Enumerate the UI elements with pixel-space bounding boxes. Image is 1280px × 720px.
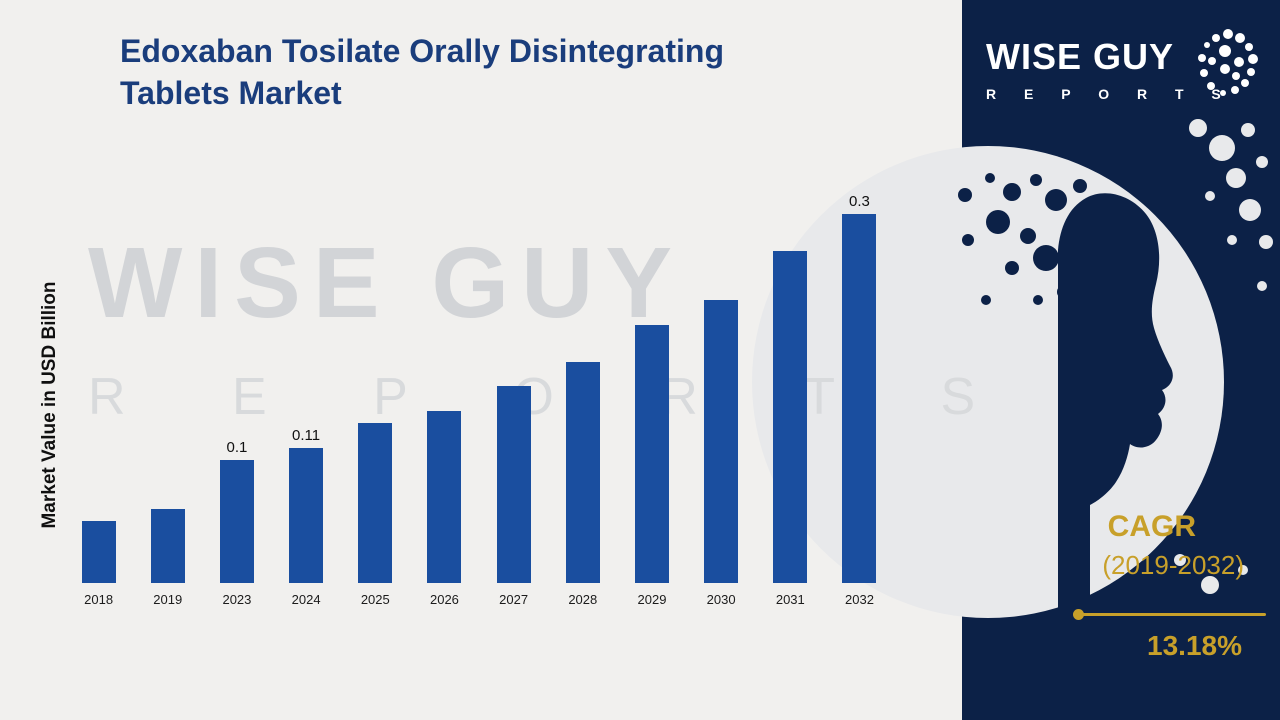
x-tick-label: 2025 <box>360 592 390 607</box>
gold-dot <box>1073 609 1084 620</box>
bar-2025 <box>358 423 393 583</box>
cagr-period: (2019-2032) <box>1102 550 1244 580</box>
cagr-label: CAGR <box>1107 510 1196 543</box>
bar-column-2019: 2019 <box>133 182 202 607</box>
gold-divider-line <box>1073 609 1266 620</box>
bar-2023 <box>219 460 254 583</box>
x-tick-label: 2028 <box>568 592 598 607</box>
x-tick-label: 2019 <box>153 592 183 607</box>
bar-column-2031: 2031 <box>756 182 825 607</box>
bar-value-label: 0.3 <box>849 193 870 210</box>
x-tick-label: 2032 <box>845 592 874 607</box>
bar-2032 <box>842 214 877 583</box>
bar-2026 <box>427 411 462 583</box>
x-tick-label: 2027 <box>499 592 529 607</box>
watermark-line1: WISE GUY <box>88 227 685 339</box>
bar-column-2018: 2018 <box>64 182 133 607</box>
bar-2031 <box>773 251 808 583</box>
brand-logo: WISE GUY R E P O R T S <box>986 36 1233 102</box>
cagr-value: 13.18% <box>1147 630 1242 661</box>
bar-2024 <box>289 448 324 583</box>
sidebar: WISE GUY R E P O R T S CAGR (2019-2032) … <box>962 0 1280 720</box>
bar-2028 <box>565 362 600 583</box>
logo-face-icon <box>1198 29 1258 96</box>
x-tick-label: 2023 <box>222 592 252 607</box>
page-title: Edoxaban Tosilate Orally Disintegrating … <box>120 33 724 112</box>
bar-column-2032: 0.3 2032 <box>825 182 894 607</box>
bar-2019 <box>150 509 185 583</box>
x-tick-label: 2031 <box>775 592 805 607</box>
x-tick-label: 2030 <box>706 592 736 607</box>
x-tick-label: 2018 <box>84 592 114 607</box>
logo-wordmark: WISE GUY <box>986 36 1175 77</box>
bar-value-label: 0.11 <box>292 427 321 444</box>
bar-2030 <box>704 300 739 583</box>
bar-2018 <box>81 521 116 583</box>
main-area: Edoxaban Tosilate Orally Disintegrating … <box>39 33 975 607</box>
bar-2027 <box>496 386 531 583</box>
x-tick-label: 2024 <box>291 592 321 607</box>
bar-chart: 2018 2019 0.1 2023 0.11 2024 2025 2026 2027 2028 2… <box>64 182 894 607</box>
bar-column-2028: 2028 <box>548 182 617 607</box>
bar-value-label: 0.1 <box>226 439 248 456</box>
x-tick-label: 2029 <box>637 592 667 607</box>
logo-subtitle: R E P O R T S <box>986 86 1233 102</box>
bar-column-2023: 0.1 2023 <box>202 182 271 607</box>
bar-column-2030: 2030 <box>687 182 756 607</box>
bar-column-2029: 2029 <box>617 182 686 607</box>
x-tick-label: 2026 <box>429 592 459 607</box>
bar-2029 <box>634 325 669 583</box>
bar-column-2024: 0.11 2024 <box>272 182 341 607</box>
bar-column-2027: 2027 <box>479 182 548 607</box>
bar-column-2026: 2026 <box>410 182 479 607</box>
y-axis-label: Market Value in USD Billion <box>39 281 60 529</box>
bar-column-2025: 2025 <box>341 182 410 607</box>
